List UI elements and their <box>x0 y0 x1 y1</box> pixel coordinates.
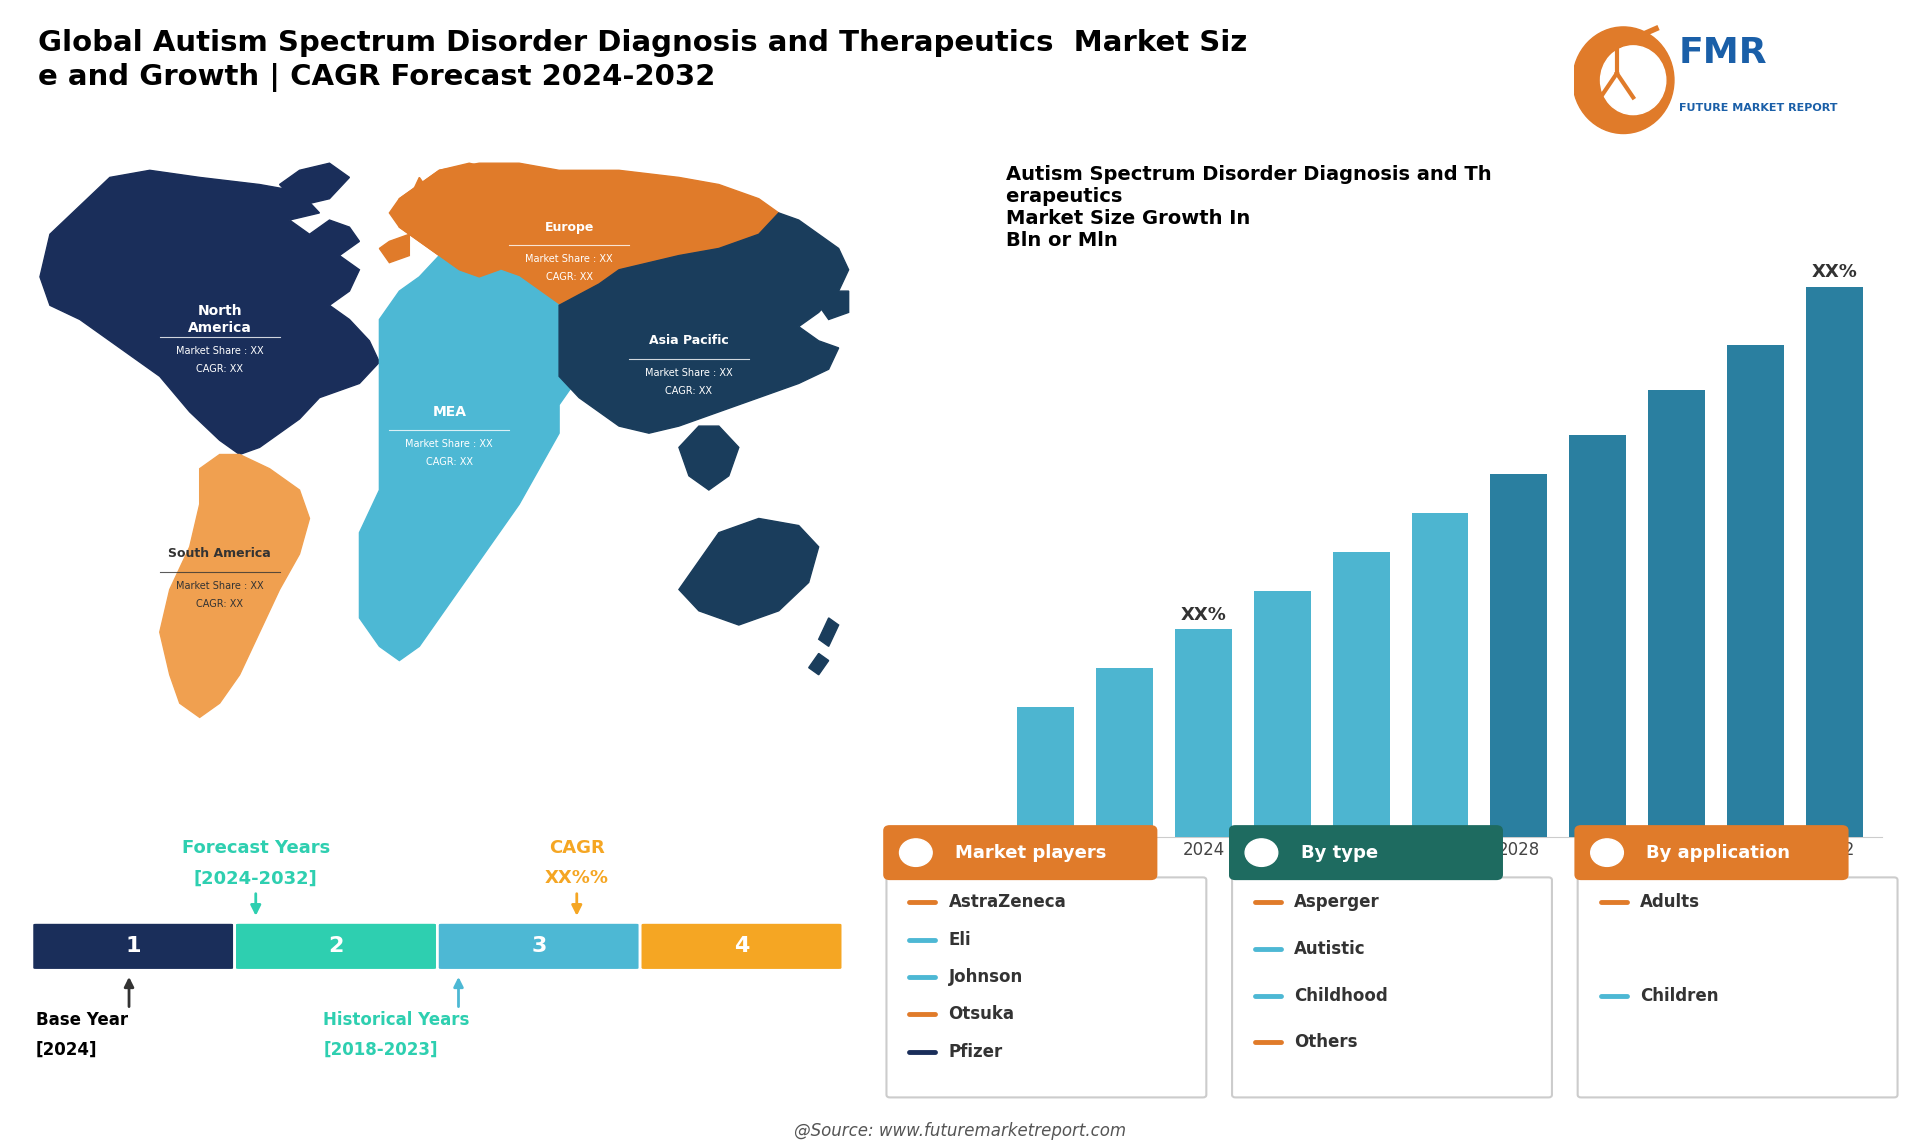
Text: Asia Pacific: Asia Pacific <box>649 335 730 347</box>
Text: CAGR: XX: CAGR: XX <box>666 385 712 395</box>
Text: [2018-2023]: [2018-2023] <box>323 1041 438 1059</box>
FancyBboxPatch shape <box>438 923 639 971</box>
Circle shape <box>1246 839 1279 866</box>
Polygon shape <box>399 163 780 305</box>
Text: 4: 4 <box>733 936 749 957</box>
FancyBboxPatch shape <box>1578 878 1897 1098</box>
Text: Market Share : XX: Market Share : XX <box>645 368 733 378</box>
Text: Market Share : XX: Market Share : XX <box>405 439 493 449</box>
Text: Autistic: Autistic <box>1294 940 1365 958</box>
Text: XX%: XX% <box>1811 264 1857 281</box>
Polygon shape <box>40 171 380 455</box>
Text: Market Share : XX: Market Share : XX <box>526 254 612 264</box>
Polygon shape <box>818 291 849 320</box>
Text: CAGR: XX: CAGR: XX <box>426 456 472 466</box>
Polygon shape <box>390 163 549 277</box>
Text: Johnson: Johnson <box>948 968 1023 986</box>
Text: AstraZeneca: AstraZeneca <box>948 893 1066 911</box>
Text: Global Autism Spectrum Disorder Diagnosis and Therapeutics  Market Siz
e and Gro: Global Autism Spectrum Disorder Diagnosi… <box>38 29 1248 92</box>
Circle shape <box>1609 30 1624 48</box>
Text: Market players: Market players <box>954 843 1106 862</box>
Text: [2024-2032]: [2024-2032] <box>194 870 317 887</box>
Text: FMR: FMR <box>1678 36 1768 70</box>
Polygon shape <box>680 518 818 625</box>
Bar <box>1569 435 1626 837</box>
Bar <box>1728 345 1784 837</box>
FancyBboxPatch shape <box>639 923 843 971</box>
Bar <box>1096 668 1152 837</box>
Polygon shape <box>559 213 849 433</box>
Text: Pfizer: Pfizer <box>948 1043 1002 1061</box>
Polygon shape <box>380 234 409 262</box>
Text: North
America: North America <box>188 305 252 335</box>
Text: Adults: Adults <box>1640 893 1699 911</box>
Bar <box>1411 513 1469 837</box>
Polygon shape <box>280 163 349 206</box>
Polygon shape <box>359 256 599 660</box>
Circle shape <box>1590 839 1622 866</box>
Text: Forecast Years: Forecast Years <box>182 839 330 857</box>
Text: By type: By type <box>1300 843 1379 862</box>
Polygon shape <box>680 426 739 490</box>
FancyBboxPatch shape <box>1229 825 1503 880</box>
Text: Autism Spectrum Disorder Diagnosis and Th
erapeutics 
Market Size Growth In
Bln : Autism Spectrum Disorder Diagnosis and T… <box>1006 165 1492 251</box>
FancyBboxPatch shape <box>1574 825 1849 880</box>
Text: Base Year: Base Year <box>36 1011 129 1028</box>
Text: MEA: MEA <box>432 405 467 419</box>
Text: XX%%: XX%% <box>545 870 609 887</box>
Polygon shape <box>818 618 839 646</box>
Polygon shape <box>159 455 309 717</box>
Text: Asperger: Asperger <box>1294 893 1380 911</box>
Circle shape <box>899 839 933 866</box>
Text: [2024]: [2024] <box>36 1041 98 1059</box>
Text: Otsuka: Otsuka <box>948 1005 1014 1023</box>
Text: South America: South America <box>169 548 271 560</box>
Text: Eli: Eli <box>948 931 972 949</box>
Text: @Source: www.futuremarketreport.com: @Source: www.futuremarketreport.com <box>795 1122 1125 1140</box>
FancyBboxPatch shape <box>883 825 1158 880</box>
Text: Childhood: Childhood <box>1294 987 1388 1005</box>
Text: By application: By application <box>1645 843 1789 862</box>
Text: CAGR: XX: CAGR: XX <box>196 364 244 375</box>
Circle shape <box>1572 26 1674 134</box>
Text: Children: Children <box>1640 987 1718 1005</box>
Text: 1: 1 <box>125 936 140 957</box>
Text: Market Share : XX: Market Share : XX <box>177 581 263 591</box>
Text: 2: 2 <box>328 936 344 957</box>
Bar <box>1018 707 1073 837</box>
Text: CAGR: CAGR <box>549 839 605 857</box>
Text: Europe: Europe <box>545 221 593 234</box>
Text: CAGR: XX: CAGR: XX <box>196 598 244 609</box>
Bar <box>1490 474 1548 837</box>
Polygon shape <box>409 178 430 206</box>
Text: 3: 3 <box>532 936 547 957</box>
FancyBboxPatch shape <box>887 878 1206 1098</box>
Text: Historical Years: Historical Years <box>323 1011 470 1028</box>
Bar <box>1332 552 1390 837</box>
FancyBboxPatch shape <box>234 923 438 971</box>
FancyBboxPatch shape <box>33 923 234 971</box>
FancyBboxPatch shape <box>1233 878 1551 1098</box>
Bar <box>1807 286 1862 837</box>
Circle shape <box>1601 46 1667 115</box>
Polygon shape <box>808 653 829 675</box>
Bar <box>1175 629 1233 837</box>
Text: FUTURE MARKET REPORT: FUTURE MARKET REPORT <box>1678 103 1837 112</box>
Text: XX%: XX% <box>1181 606 1227 625</box>
Text: Others: Others <box>1294 1034 1357 1051</box>
Text: Market Share : XX: Market Share : XX <box>177 346 263 356</box>
Text: CAGR: XX: CAGR: XX <box>545 272 593 282</box>
Bar <box>1254 590 1311 837</box>
Bar <box>1647 390 1705 837</box>
